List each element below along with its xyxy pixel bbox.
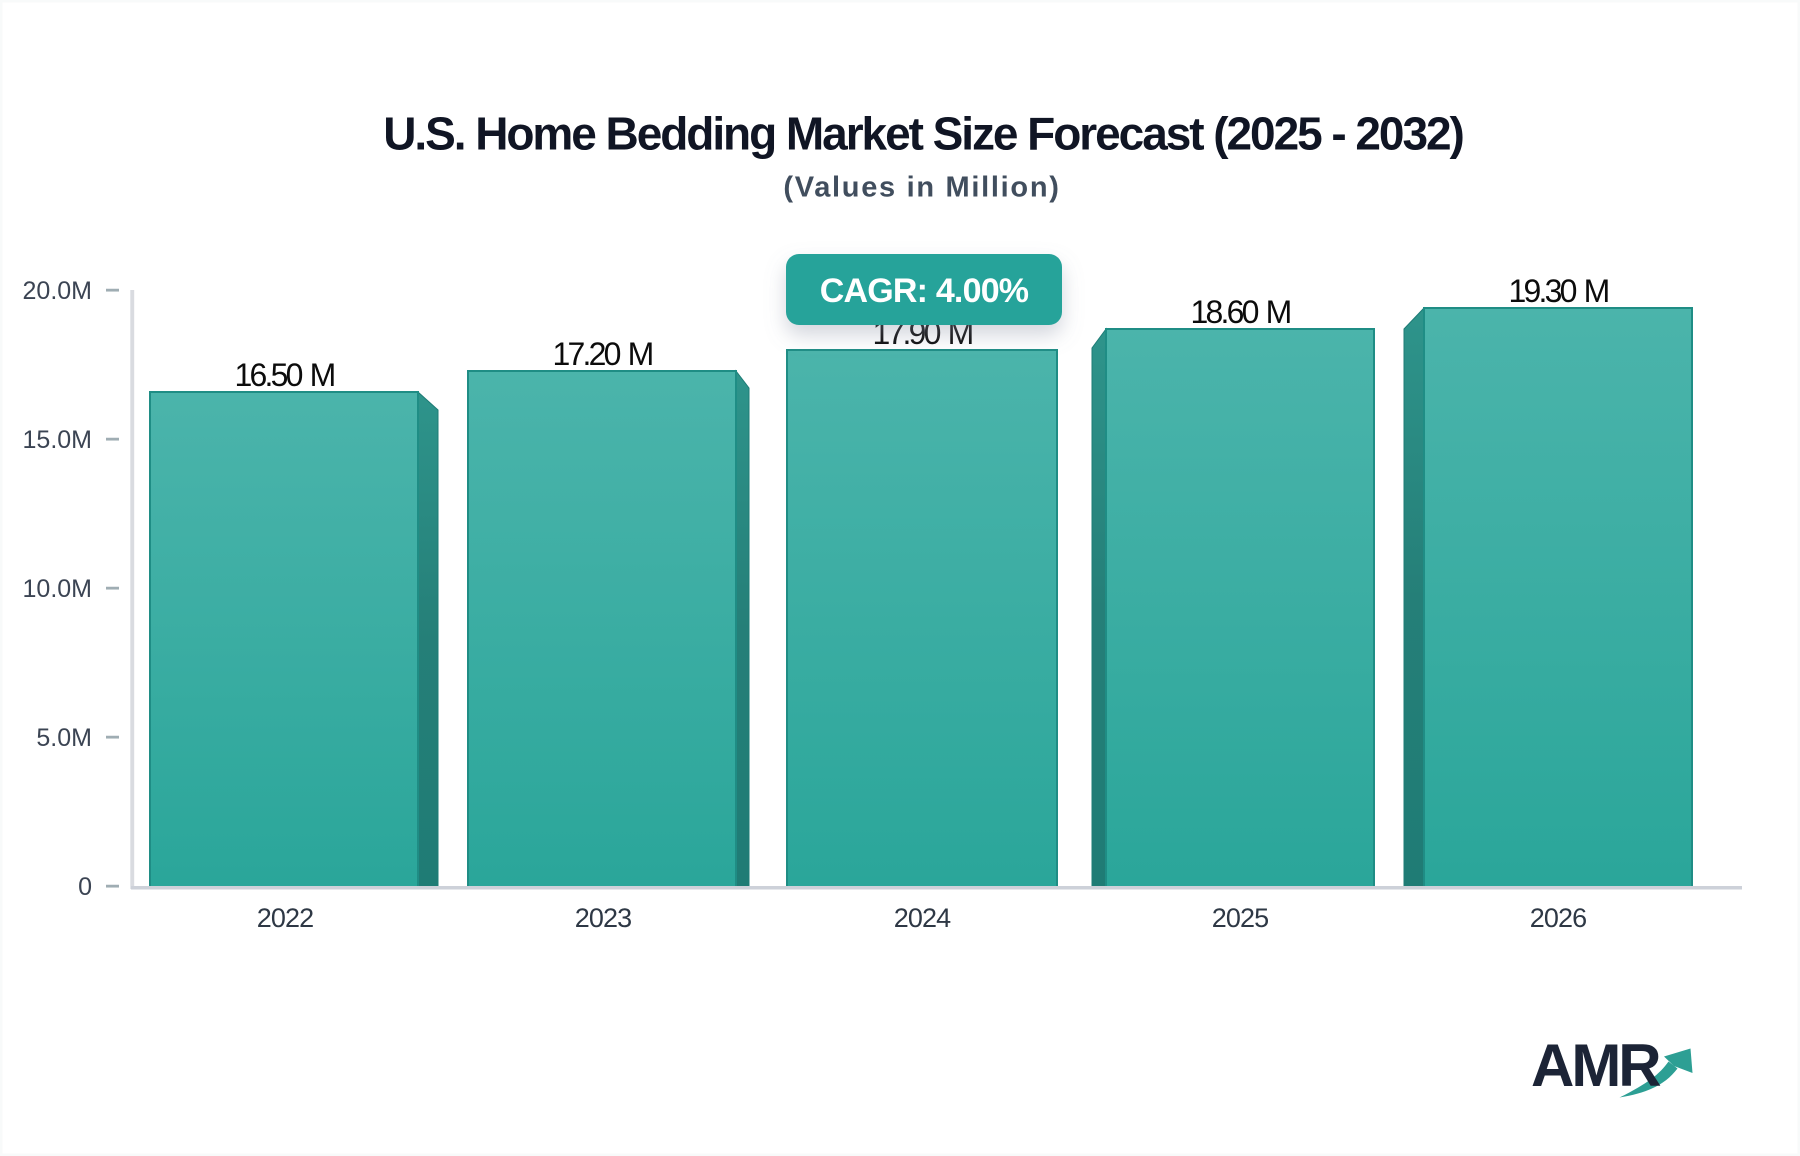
svg-text:0: 0 bbox=[78, 873, 92, 901]
svg-text:U.S. Home Bedding Market Size: U.S. Home Bedding Market Size Forecast (… bbox=[383, 108, 1463, 160]
svg-text:CAGR: 4.00%: CAGR: 4.00% bbox=[820, 272, 1029, 310]
svg-text:17.20 M: 17.20 M bbox=[552, 336, 652, 372]
svg-text:2024: 2024 bbox=[894, 903, 951, 933]
svg-text:10.0M: 10.0M bbox=[23, 575, 92, 603]
svg-text:16.50 M: 16.50 M bbox=[234, 357, 334, 393]
svg-text:18.60 M: 18.60 M bbox=[1190, 294, 1290, 330]
svg-text:2022: 2022 bbox=[257, 903, 313, 933]
svg-text:2026: 2026 bbox=[1530, 903, 1586, 933]
svg-text:19.30 M: 19.30 M bbox=[1508, 273, 1608, 309]
svg-text:15.0M: 15.0M bbox=[23, 426, 92, 454]
svg-text:(Values in Million): (Values in Million) bbox=[783, 172, 1060, 204]
svg-text:20.0M: 20.0M bbox=[23, 277, 92, 305]
svg-text:AMR: AMR bbox=[1531, 1032, 1661, 1099]
svg-text:2025: 2025 bbox=[1212, 903, 1268, 933]
svg-text:2023: 2023 bbox=[575, 903, 631, 933]
svg-text:5.0M: 5.0M bbox=[36, 724, 92, 752]
